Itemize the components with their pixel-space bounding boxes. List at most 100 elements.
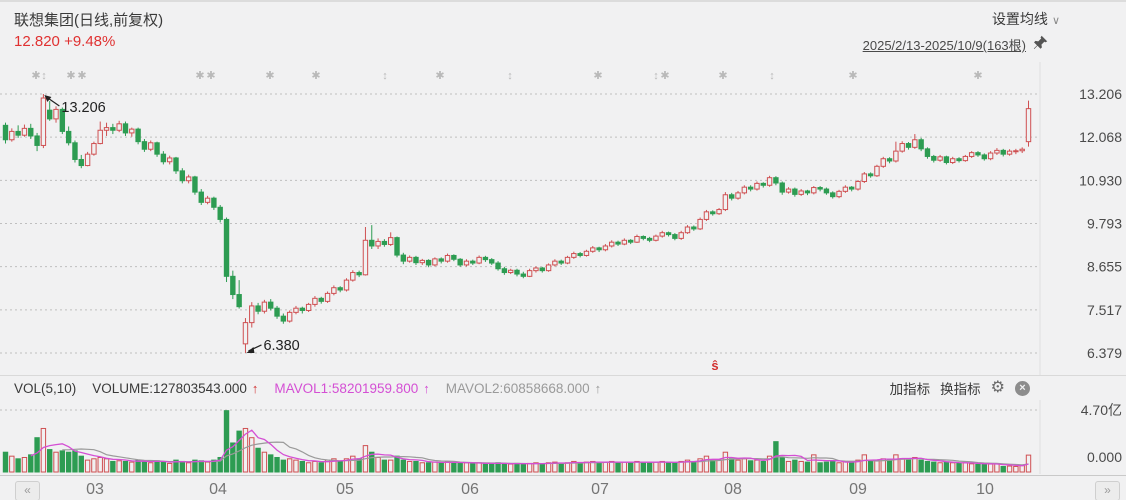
volume-bar [173,459,179,473]
candle-body [956,158,962,162]
dividend-marker-icon: ŝ [711,358,718,373]
event-marker-icon: ✱ [660,70,669,82]
volume-bar [1025,454,1032,473]
candle-body [602,245,609,251]
volume-bar [659,460,665,473]
volume-bar [684,459,691,473]
volume-bar [937,462,943,473]
volume-bar [640,461,646,473]
vol-period-label: VOL(5,10) [14,380,77,396]
volume-bar [141,460,148,473]
candle-body [684,226,691,234]
candle-body [615,241,621,245]
volume-bar [905,459,912,473]
candle-body [318,297,324,302]
volume-bar [710,459,716,473]
candle-body [760,182,766,186]
volume-bar [40,427,47,473]
candle-body [741,186,748,194]
volume-bar [179,460,186,473]
date-range-link[interactable]: 2025/2/13-2025/10/9(163根) [862,38,1026,53]
event-marker-icon: ↕ [507,70,513,82]
volume-bar [571,460,577,473]
candle-body [659,232,665,237]
volume-bar [413,460,419,473]
volume-bar [21,456,28,473]
candle-body [59,108,66,132]
volume-bar [242,427,249,473]
candle-body [204,197,211,203]
gear-icon[interactable]: ⚙ [990,379,1005,396]
candle-body [539,267,545,272]
candle-body [691,226,697,230]
volume-bar [545,462,552,473]
volume-bar [217,456,223,473]
volume-bar [520,463,527,473]
price-tick-label: 9.793 [1087,215,1122,231]
volume-bar [211,459,217,473]
candle-body [735,192,741,199]
candle-body [122,123,129,134]
ma-settings-button[interactable]: 设置均线 ∨ [991,11,1060,27]
candle-body [305,303,312,311]
pin-icon[interactable] [1033,35,1048,50]
candle-body [804,190,811,194]
volume-bar [842,460,849,473]
volume-bar [268,454,274,473]
price-tick-label: 12.068 [1079,129,1122,145]
volume-chart[interactable]: 4.70亿 0.000 [0,400,1126,474]
candle-body [874,165,880,177]
volume-bar [627,462,634,473]
candle-body [217,206,223,220]
candle-body [968,152,975,157]
candle-body [324,292,331,302]
volume-bar [388,459,394,473]
volume-bar [653,461,659,473]
candle-body [236,294,242,308]
volume-bar [495,462,501,473]
candle-body [533,267,539,272]
candle-body [160,153,167,163]
candle-body [470,260,476,264]
candle-body [406,256,413,262]
candle-body [785,188,792,193]
volume-bar [470,462,476,473]
candle-body [457,258,463,266]
add-indicator-button[interactable]: 加指标 [889,382,931,397]
candle-body [552,260,558,266]
candle-body [545,264,552,272]
event-marker-icon: ✱ [973,70,982,82]
candle-body [950,158,956,164]
month-label: 07 [591,481,609,498]
candle-body [931,155,937,161]
candle-body [912,139,918,148]
candle-body [994,149,1000,154]
scroll-right-button[interactable]: » [1095,481,1120,500]
volume-bar [646,462,653,473]
volume-bar [223,410,230,473]
candle-body [836,190,842,198]
volume-bar [432,461,438,473]
volume-bar [792,459,798,473]
volume-bar [305,462,312,473]
volume-bar [331,458,337,473]
volume-bar [1006,465,1013,473]
switch-indicator-button[interactable]: 换指标 [940,382,981,397]
candle-body [1006,150,1013,155]
volume-bar [419,462,425,473]
month-label: 04 [209,481,227,498]
volume-bar [539,463,545,473]
volume-bar [804,461,811,473]
stock-title: 联想集团(日线,前复权) [14,12,164,29]
close-icon[interactable]: × [1015,380,1030,396]
volume-bar [91,458,97,473]
scroll-left-button[interactable]: « [15,481,40,500]
candle-body [621,239,628,245]
candlestick-chart[interactable]: ✱ ↕ ✱ ✱ ✱ ✱ ✱ ✱ ↕ ✱ ↕ ✱ ↕ ✱ ✱ ↕ ✱ ✱13.20612.06810.9309.79… [0,62,1126,375]
candle-body [185,176,192,182]
volume-bar [489,463,495,473]
volume-bar [722,451,729,473]
volume-bar [2,451,9,473]
volume-bar [861,454,868,473]
volume-up-arrow-icon: ↑ [251,380,259,396]
